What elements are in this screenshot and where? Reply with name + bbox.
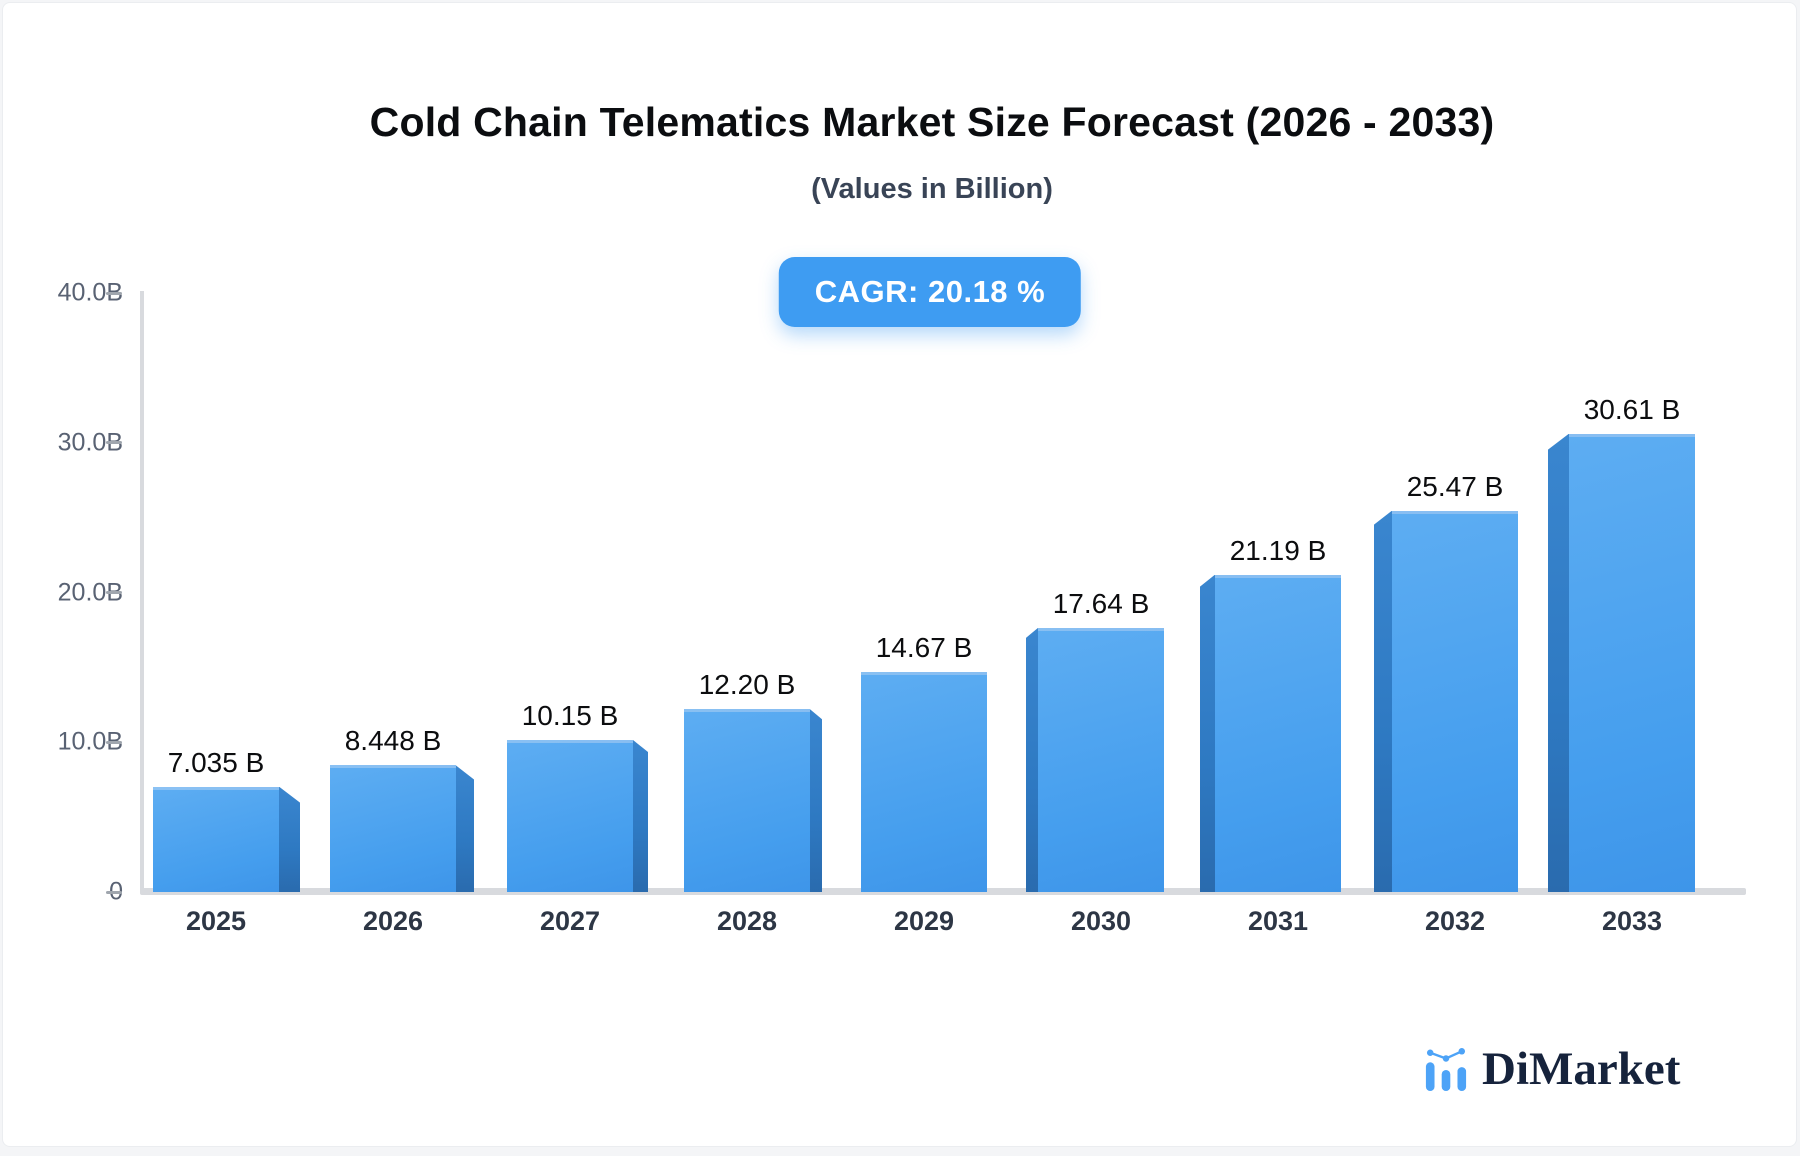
bar-2028: [684, 709, 810, 892]
bar-side-2032: [1374, 510, 1392, 892]
bar-side-2027: [633, 740, 648, 892]
bar-value-label-2027: 10.15 B: [521, 700, 619, 731]
x-category-label-2029: 2029: [893, 906, 955, 936]
bar-side-2030: [1026, 627, 1038, 892]
y-tick-mark: [106, 890, 122, 894]
bar-2031: [1215, 574, 1341, 892]
x-category-label-2030: 2030: [1070, 906, 1132, 936]
bar-2032: [1392, 510, 1518, 892]
bar-chart-logo-icon: [1424, 1046, 1468, 1092]
y-axis-line: [140, 291, 144, 892]
x-category-label-2027: 2027: [539, 906, 601, 936]
x-category-label-2026: 2026: [362, 906, 424, 936]
bar-2025: [153, 786, 279, 892]
bar-2033: [1569, 433, 1695, 892]
bar-side-2026: [456, 765, 474, 892]
brand-name: DiMarket: [1482, 1043, 1681, 1095]
bar-value-label-2028: 12.20 B: [698, 669, 796, 701]
y-tick-mark: [106, 441, 122, 445]
bar-value-label-2031: 21.19 B: [1229, 534, 1327, 566]
bar-value-label-2029: 14.67 B: [875, 632, 973, 664]
bar-side-2031: [1200, 574, 1215, 892]
bar-2029: [861, 672, 987, 892]
chart-title: Cold Chain Telematics Market Size Foreca…: [369, 99, 1495, 145]
bar-side-2033: [1548, 433, 1569, 892]
cagr-badge: CAGR: 20.18 %: [778, 257, 1082, 327]
bar-side-2028: [810, 709, 822, 892]
bar-2030: [1038, 627, 1164, 892]
x-category-label-2031: 2031: [1247, 906, 1309, 936]
x-category-label-2032: 2032: [1424, 906, 1486, 936]
y-tick-mark: [106, 291, 122, 295]
bar-2026: [330, 765, 456, 892]
x-category-label-2028: 2028: [716, 906, 778, 936]
chart-subtitle: (Values in Billion): [811, 173, 1053, 205]
x-category-label-2033: 2033: [1601, 906, 1663, 936]
y-tick-mark: [106, 740, 122, 744]
bar-2027: [507, 740, 633, 892]
bar-value-label-2026: 8.448 B: [344, 725, 442, 757]
x-category-label-2025: 2025: [185, 906, 247, 936]
bar-value-label-2030: 17.64 B: [1052, 587, 1150, 619]
y-tick-mark: [106, 591, 122, 594]
bar-value-label-2032: 25.47 B: [1406, 470, 1504, 502]
bar-side-2025: [279, 786, 300, 892]
bar-value-label-2025: 7.035 B: [167, 746, 265, 778]
brand-logo: DiMarket: [1424, 1045, 1680, 1093]
bar-value-label-2033: 30.61 B: [1583, 393, 1681, 425]
